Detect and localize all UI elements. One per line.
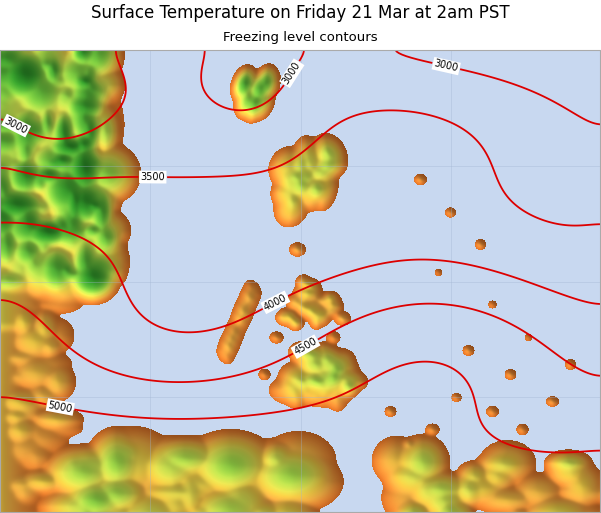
Text: 3000: 3000 xyxy=(281,60,303,86)
Text: 3000: 3000 xyxy=(3,115,29,135)
Text: Surface Temperature on Friday 21 Mar at 2am PST: Surface Temperature on Friday 21 Mar at … xyxy=(91,4,510,22)
Text: 5000: 5000 xyxy=(47,400,73,414)
Text: Freezing level contours: Freezing level contours xyxy=(223,31,378,44)
Text: 4500: 4500 xyxy=(292,336,319,357)
Text: 4000: 4000 xyxy=(262,292,288,312)
Text: 3000: 3000 xyxy=(433,58,459,74)
Text: 3500: 3500 xyxy=(141,172,165,182)
